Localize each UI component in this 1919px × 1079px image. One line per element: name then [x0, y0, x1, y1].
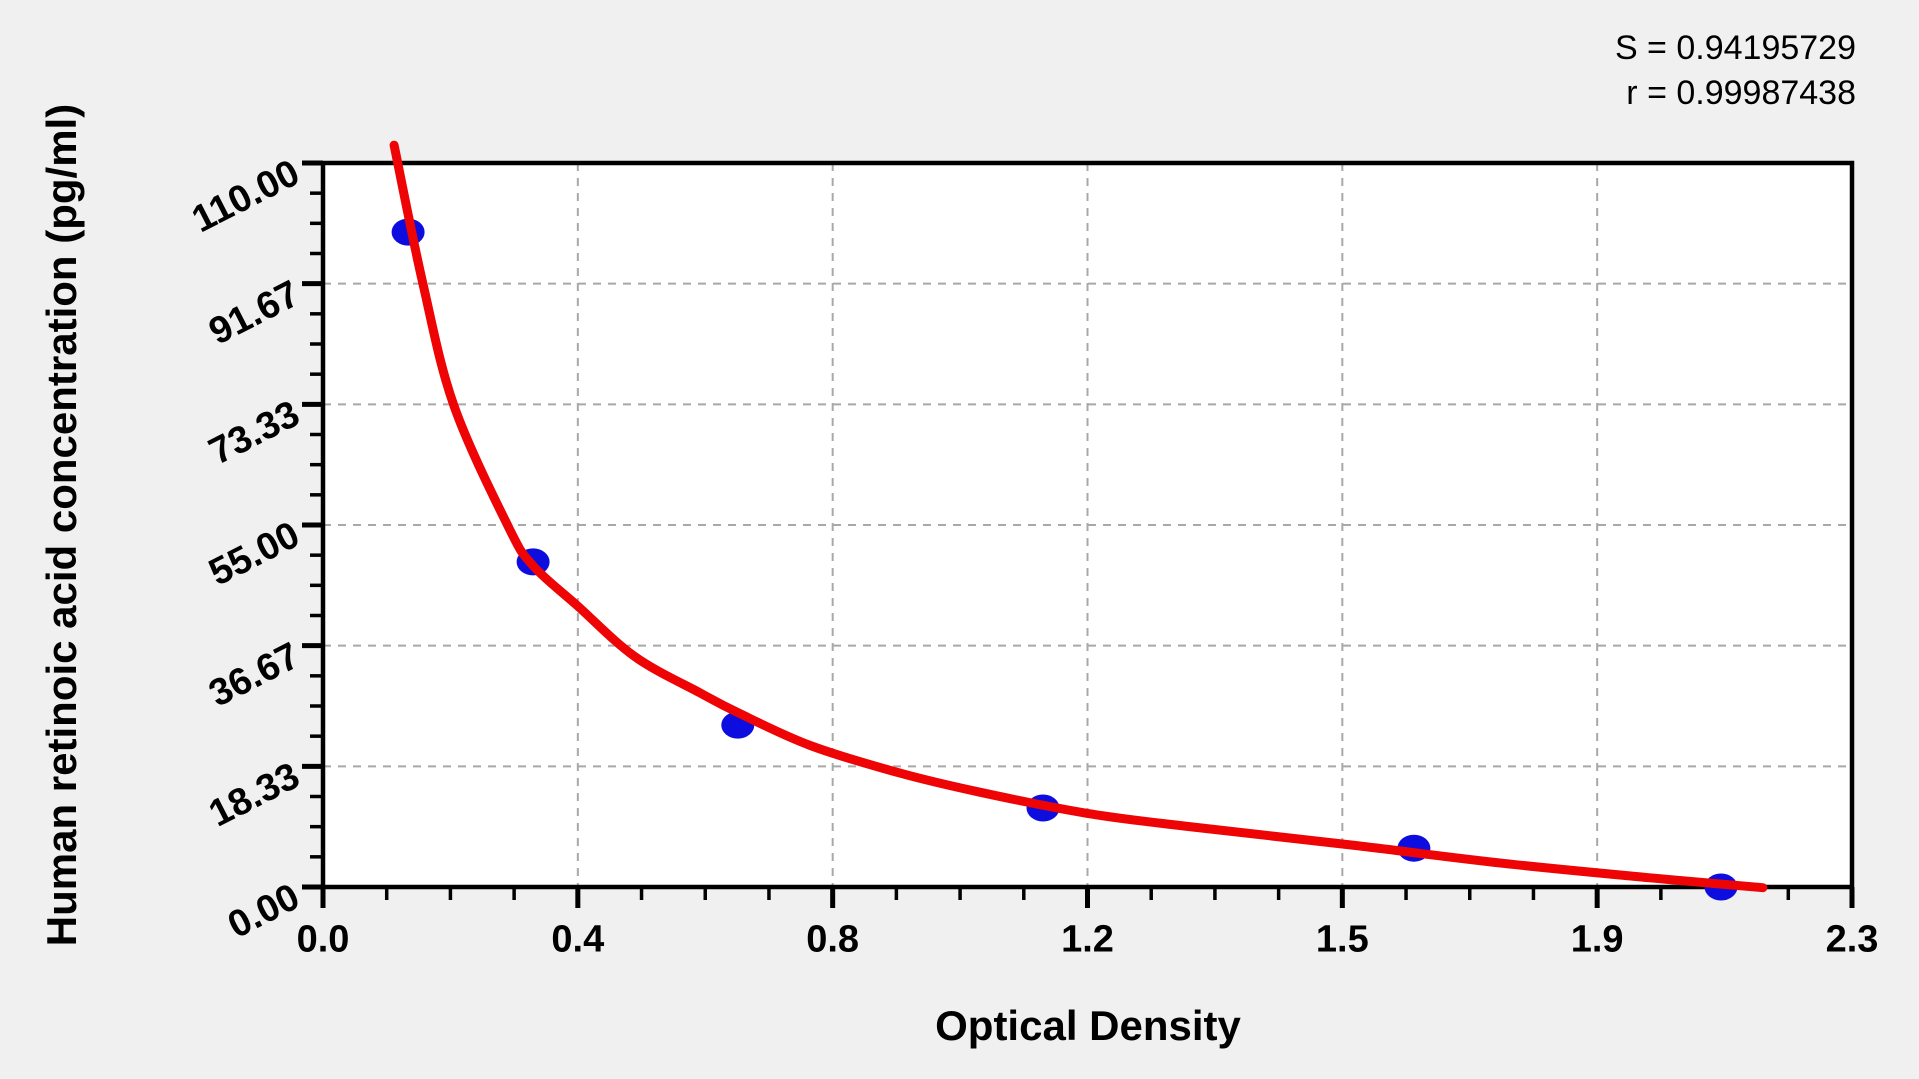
x-tick-label: 2.3 — [1825, 918, 1879, 961]
x-tick-label: 0.4 — [551, 918, 605, 961]
s-value-text: S = 0.94195729 — [1614, 29, 1856, 67]
x-tick-label: 1.5 — [1315, 918, 1369, 961]
r-value-text: r = 0.99987438 — [1626, 74, 1856, 112]
x-axis-title: Optical Density — [935, 1002, 1241, 1049]
x-tick-label: 0.8 — [806, 918, 860, 961]
x-tick-label: 0.0 — [296, 918, 350, 961]
fit-statistics: S = 0.94195729 r = 0.99987438 — [1615, 26, 1856, 116]
fit-curve-line — [389, 140, 1768, 893]
y-axis-title: Human retinoic acid concentration (pg/ml… — [38, 103, 85, 947]
plot-frame — [320, 160, 1855, 890]
x-tick-label: 1.2 — [1061, 918, 1114, 961]
x-tick-label: 1.9 — [1570, 918, 1624, 961]
